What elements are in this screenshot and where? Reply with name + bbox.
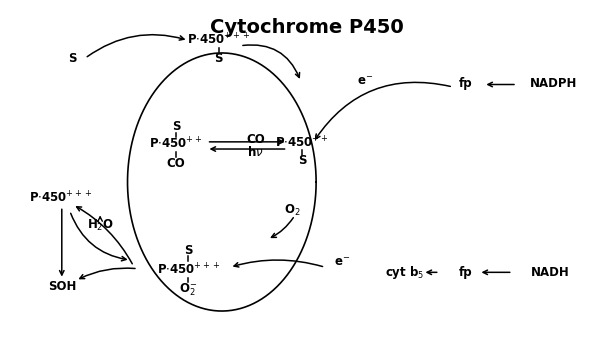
Text: h$\nu$: h$\nu$	[247, 145, 263, 159]
Text: H$_2$O: H$_2$O	[87, 217, 114, 233]
Text: P$\cdot$450$^{+++}$: P$\cdot$450$^{+++}$	[187, 33, 251, 48]
Text: fp: fp	[459, 77, 472, 90]
Text: P$\cdot$450$^{+++}$: P$\cdot$450$^{+++}$	[157, 262, 220, 277]
Text: e$^{-}$: e$^{-}$	[334, 256, 351, 269]
Text: S: S	[69, 52, 77, 65]
Text: O$_2$: O$_2$	[284, 203, 300, 218]
Text: CO: CO	[167, 157, 185, 170]
Text: cyt b$_5$: cyt b$_5$	[384, 264, 424, 281]
Text: fp: fp	[459, 266, 472, 279]
Text: S: S	[172, 120, 181, 133]
Text: CO: CO	[246, 133, 265, 146]
Text: S: S	[184, 244, 193, 257]
Text: S: S	[298, 154, 306, 167]
Text: P$\cdot$450$^{+++}$: P$\cdot$450$^{+++}$	[29, 190, 92, 206]
Text: P$\cdot$450$^{++}$: P$\cdot$450$^{++}$	[276, 135, 329, 150]
Text: O$_2^{-}$: O$_2^{-}$	[179, 281, 198, 298]
Text: SOH: SOH	[49, 280, 77, 293]
Text: P$\cdot$450$^{++}$: P$\cdot$450$^{++}$	[149, 137, 203, 152]
Text: NADPH: NADPH	[530, 77, 577, 90]
Text: Cytochrome P450: Cytochrome P450	[210, 18, 404, 37]
Text: e$^{-}$: e$^{-}$	[357, 75, 373, 88]
Text: NADH: NADH	[531, 266, 570, 279]
Text: S: S	[214, 52, 223, 65]
